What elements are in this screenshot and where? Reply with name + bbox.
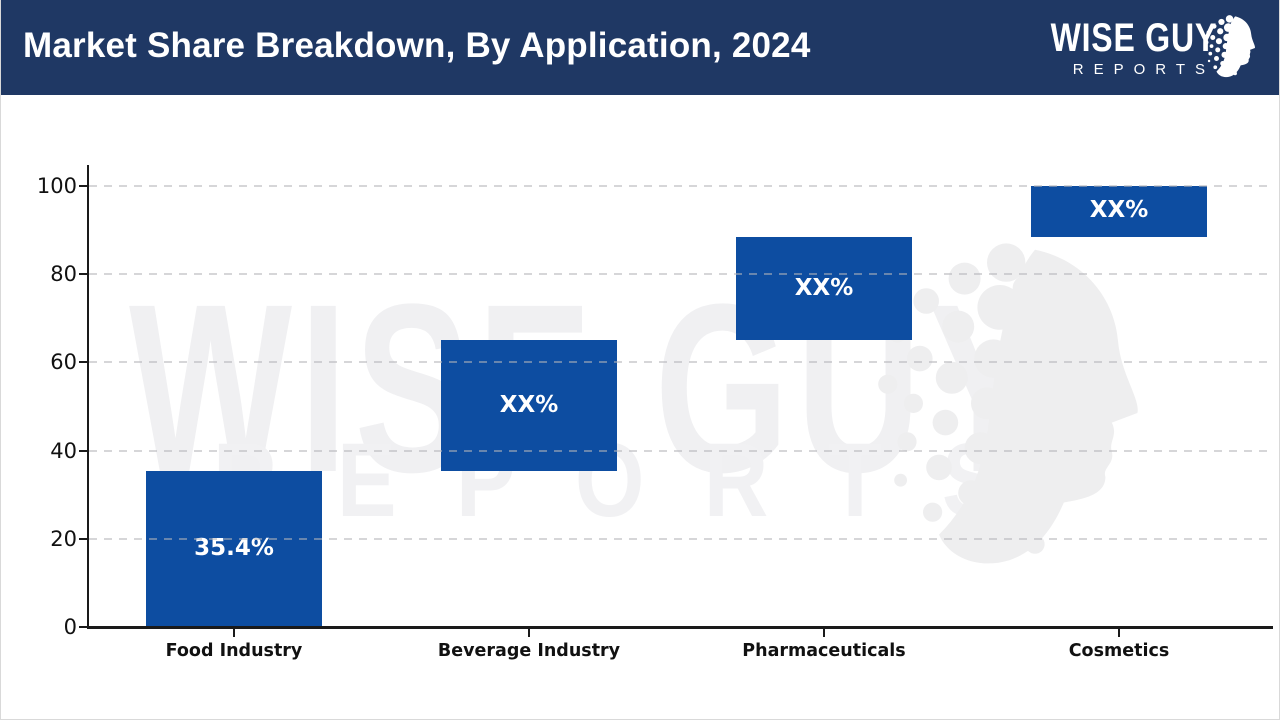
y-tick-label-40: 40 [50, 438, 77, 463]
gridline-60 [89, 361, 1273, 364]
y-tick-label-100: 100 [36, 174, 77, 198]
y-tick-label-60: 60 [50, 350, 77, 375]
y-tick-label-20: 20 [50, 526, 77, 551]
bar-value-label-cosmetics: XX% [1089, 197, 1149, 224]
y-tick-label-80: 80 [50, 262, 77, 287]
gridline-40 [89, 449, 1273, 452]
logo-wordmark-line1: WISE GUY [1050, 16, 1217, 60]
wise-guy-logo: WISE GUY REPORTS [1009, 8, 1263, 88]
bar-value-label-beverage-industry: XX% [499, 391, 559, 418]
bar-value-label-pharmaceuticals: XX% [794, 274, 854, 301]
bar-food-industry: 35.4% [146, 470, 322, 627]
x-tick-cosmetics [1118, 628, 1120, 637]
y-tick-40 [79, 449, 87, 452]
logo-wordmark-line2: REPORTS [1072, 61, 1215, 78]
bar-cosmetics: XX% [1031, 186, 1207, 237]
x-category-label-pharmaceuticals: Pharmaceuticals [742, 641, 906, 661]
x-category-label-beverage-industry: Beverage Industry [437, 641, 621, 661]
x-tick-beverage-industry [528, 628, 530, 637]
x-tick-pharmaceuticals [823, 628, 825, 637]
y-tick-80 [79, 273, 87, 276]
x-axis-line [87, 626, 1273, 629]
gridline-20 [89, 537, 1273, 540]
y-tick-60 [79, 361, 87, 364]
page-title: Market Share Breakdown, By Application, … [23, 25, 811, 65]
bar-pharmaceuticals: XX% [736, 236, 912, 341]
header-bar: Market Share Breakdown, By Application, … [1, 0, 1279, 95]
x-category-label-food-industry: Food Industry [165, 641, 303, 661]
y-tick-0 [79, 626, 87, 628]
y-axis-line [87, 165, 89, 629]
x-category-label-cosmetics: Cosmetics [1068, 641, 1170, 661]
logo-wordmark: WISE GUY REPORTS [1009, 18, 1217, 77]
gridline-100 [89, 185, 1273, 187]
gridline-80 [89, 273, 1273, 276]
y-tick-100 [79, 185, 87, 187]
y-tick-20 [79, 537, 87, 540]
y-tick-label-0: 0 [63, 615, 77, 639]
x-tick-food-industry [233, 628, 235, 637]
